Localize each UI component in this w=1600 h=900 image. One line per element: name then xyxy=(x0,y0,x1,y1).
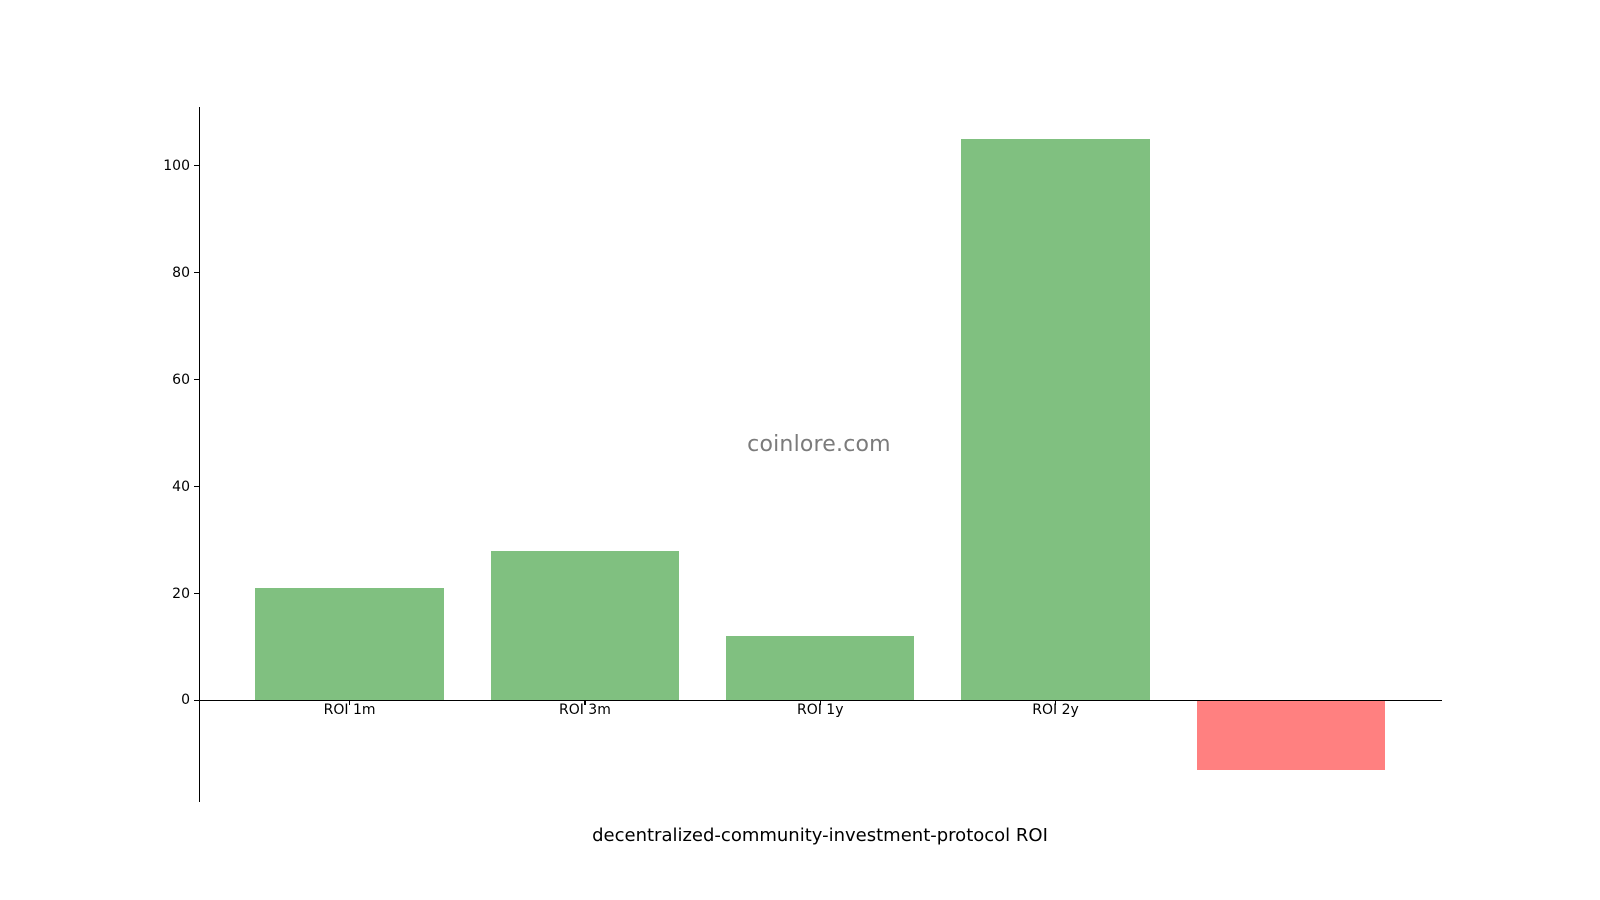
x-tick-label: ROI 1y xyxy=(796,701,844,718)
y-axis-spine xyxy=(198,107,201,802)
x-tick-mark xyxy=(1054,700,1057,706)
y-tick-label: 80 xyxy=(172,264,190,281)
x-tick-mark xyxy=(349,700,351,706)
x-tick-label: ROI 3m xyxy=(558,701,611,718)
y-tick-mark xyxy=(194,592,199,595)
bar-negative-4 xyxy=(1196,700,1385,770)
x-tick-label: ROI 1m xyxy=(323,701,376,718)
x-tick-mark xyxy=(819,700,821,706)
bar-roi-1m xyxy=(255,588,444,701)
y-tick-mark xyxy=(194,485,199,488)
x-tick-mark xyxy=(584,700,586,706)
x-axis-zero-line xyxy=(199,699,1442,701)
x-tick-label: ROI 2y xyxy=(1032,701,1079,718)
y-tick-label: 60 xyxy=(172,371,190,388)
bar-roi-3m xyxy=(490,550,680,701)
coinlore-watermark: coinlore.com xyxy=(747,432,891,457)
y-tick-label: 20 xyxy=(172,585,190,602)
y-tick-mark xyxy=(194,699,199,701)
y-tick-label: 100 xyxy=(163,157,190,174)
bar-roi-2y xyxy=(961,139,1150,701)
y-tick-label: 0 xyxy=(181,692,190,709)
y-tick-mark xyxy=(194,165,199,167)
bar-roi-1y xyxy=(726,636,915,701)
y-tick-label: 40 xyxy=(172,478,190,495)
y-tick-mark xyxy=(194,379,199,381)
y-tick-mark xyxy=(194,272,199,274)
chart-title: decentralized-community-investment-proto… xyxy=(592,825,1048,846)
